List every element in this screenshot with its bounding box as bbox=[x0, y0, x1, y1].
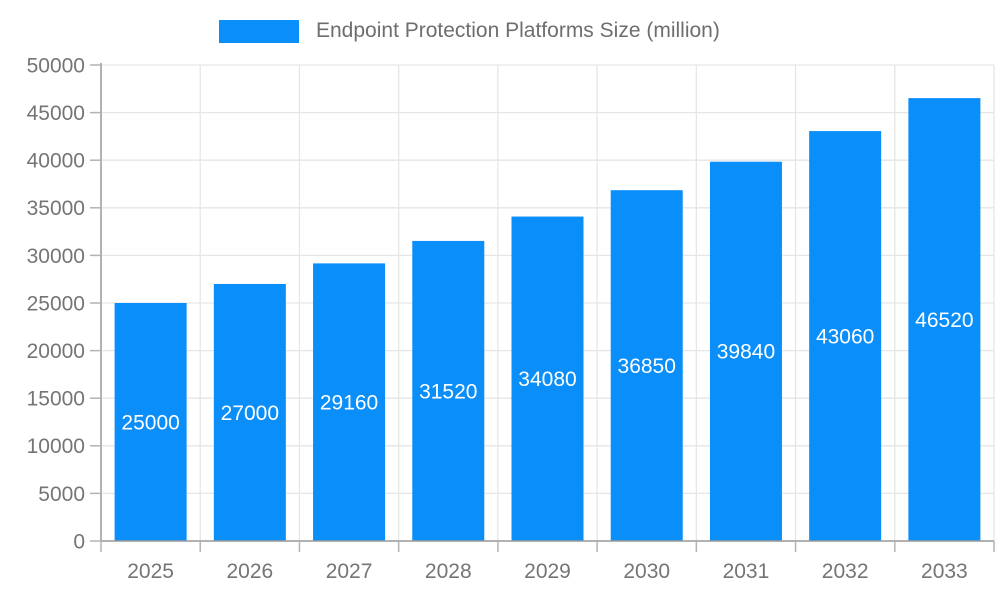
bar-value-label-2029: 34080 bbox=[518, 368, 576, 391]
y-tick-label: 10000 bbox=[27, 435, 85, 458]
bar-2032[interactable] bbox=[809, 131, 882, 542]
y-tick-label: 15000 bbox=[27, 388, 85, 411]
x-tick-label-2029: 2029 bbox=[524, 560, 571, 583]
y-tick-label: 35000 bbox=[27, 197, 85, 220]
bar-2028[interactable] bbox=[412, 240, 485, 541]
x-tick-label-2033: 2033 bbox=[921, 560, 968, 583]
y-tick-label: 30000 bbox=[27, 245, 85, 268]
x-tick-label-2027: 2027 bbox=[326, 560, 373, 583]
x-tick-label-2032: 2032 bbox=[822, 560, 869, 583]
legend[interactable]: Endpoint Protection Platforms Size (mill… bbox=[219, 19, 720, 43]
x-tick-label-2028: 2028 bbox=[425, 560, 472, 583]
bar-2031[interactable] bbox=[709, 161, 782, 541]
bar-2027[interactable] bbox=[313, 263, 386, 541]
x-tick-label-2026: 2026 bbox=[226, 560, 273, 583]
bar-2033[interactable] bbox=[908, 98, 981, 541]
bar-value-label-2028: 31520 bbox=[419, 380, 477, 403]
bar-value-label-2030: 36850 bbox=[618, 355, 676, 378]
bar-value-label-2033: 46520 bbox=[915, 309, 973, 332]
bar-value-label-2032: 43060 bbox=[816, 325, 874, 348]
legend-swatch bbox=[219, 19, 299, 43]
y-tick-label: 0 bbox=[73, 530, 85, 553]
x-tick-label-2025: 2025 bbox=[127, 560, 174, 583]
bar-value-label-2026: 27000 bbox=[221, 402, 279, 425]
bar-2025[interactable] bbox=[114, 303, 187, 541]
bar-value-label-2031: 39840 bbox=[717, 341, 775, 364]
bar-value-label-2027: 29160 bbox=[320, 392, 378, 415]
x-tick-label-2031: 2031 bbox=[723, 560, 770, 583]
y-tick-label: 20000 bbox=[27, 340, 85, 363]
legend-label: Endpoint Protection Platforms Size (mill… bbox=[316, 19, 720, 42]
y-tick-label: 45000 bbox=[27, 102, 85, 125]
y-tick-label: 5000 bbox=[38, 483, 85, 506]
y-tick-label: 25000 bbox=[27, 292, 85, 315]
y-tick-label: 50000 bbox=[27, 54, 85, 77]
x-tick-label-2030: 2030 bbox=[623, 560, 670, 583]
bar-2026[interactable] bbox=[213, 283, 286, 541]
bar-2030[interactable] bbox=[610, 190, 683, 542]
y-tick-label: 40000 bbox=[27, 150, 85, 173]
bar-2029[interactable] bbox=[511, 216, 584, 541]
bar-value-label-2025: 25000 bbox=[121, 411, 179, 434]
